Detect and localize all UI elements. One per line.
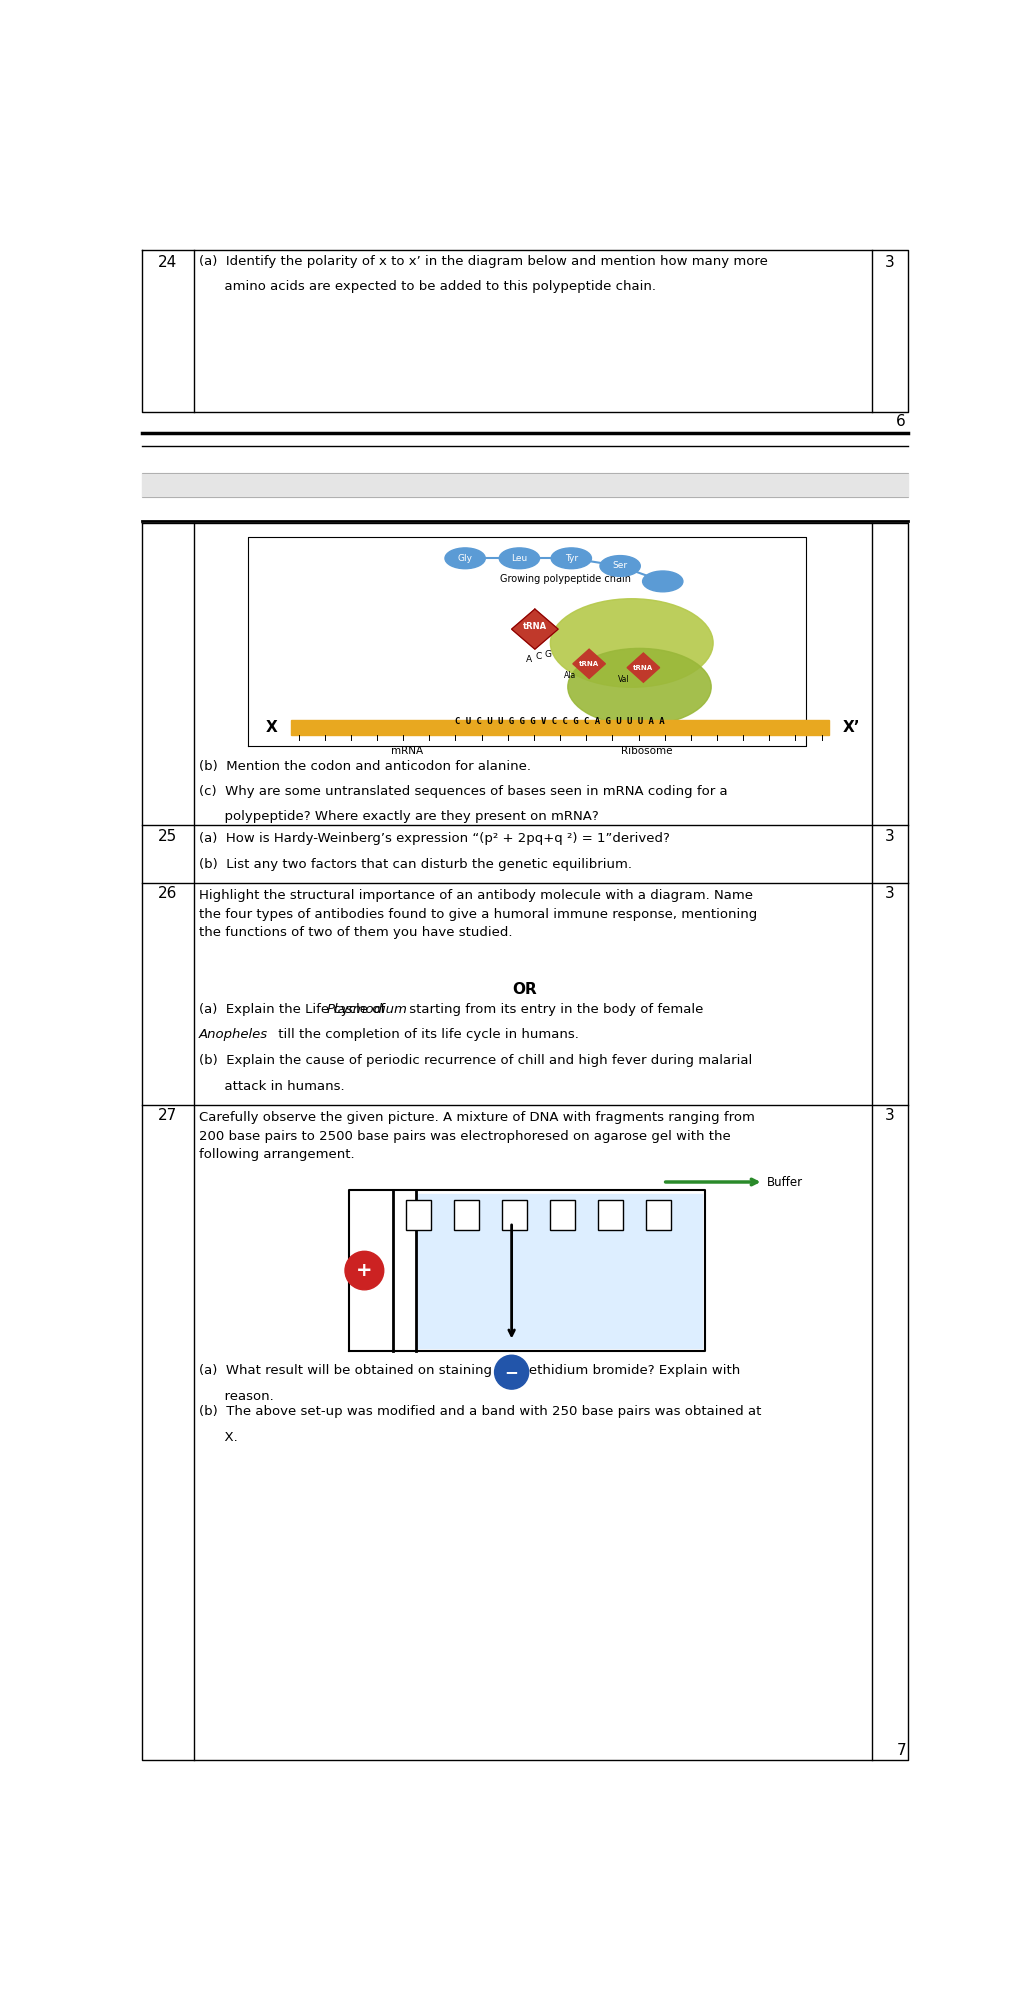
Bar — [349, 1190, 706, 1351]
Ellipse shape — [500, 549, 540, 569]
Text: +: + — [356, 1261, 373, 1279]
Ellipse shape — [600, 555, 640, 577]
Text: tRNA: tRNA — [523, 621, 547, 631]
Polygon shape — [512, 609, 558, 649]
Text: Ser: Ser — [612, 561, 628, 571]
Text: (b)  Mention the codon and anticodon for alanine.: (b) Mention the codon and anticodon for … — [199, 760, 530, 772]
Text: (b)  The above set-up was modified and a band with 250 base pairs was obtained a: (b) The above set-up was modified and a … — [199, 1405, 761, 1419]
Text: Plasmodium: Plasmodium — [327, 1002, 408, 1016]
Bar — [503, 1200, 527, 1230]
Text: attack in humans.: attack in humans. — [199, 1080, 344, 1092]
Text: 3: 3 — [885, 828, 895, 844]
Text: X’: X’ — [843, 721, 860, 735]
Text: Ala: Ala — [563, 671, 575, 681]
Ellipse shape — [445, 549, 485, 569]
Text: 24: 24 — [159, 255, 177, 269]
Text: 3: 3 — [885, 886, 895, 902]
Text: −: − — [505, 1363, 518, 1381]
Text: tRNA: tRNA — [633, 665, 653, 671]
Text: Leu: Leu — [511, 553, 527, 563]
Text: amino acids are expected to be added to this polypeptide chain.: amino acids are expected to be added to … — [199, 279, 655, 293]
Text: X.: X. — [199, 1431, 238, 1443]
Text: Growing polypeptide chain: Growing polypeptide chain — [500, 573, 631, 583]
Text: C U C U U G G G V C C G C A G U U U A A: C U C U U G G G V C C G C A G U U U A A — [456, 717, 665, 727]
Polygon shape — [627, 653, 659, 683]
Text: OR: OR — [512, 982, 538, 996]
Ellipse shape — [551, 549, 592, 569]
Ellipse shape — [550, 599, 713, 687]
Text: till the completion of its life cycle in humans.: till the completion of its life cycle in… — [274, 1028, 580, 1042]
Polygon shape — [572, 649, 605, 679]
Circle shape — [495, 1355, 528, 1389]
Bar — [417, 1194, 701, 1347]
Ellipse shape — [568, 649, 712, 725]
Text: 7: 7 — [896, 1743, 906, 1758]
Circle shape — [345, 1251, 384, 1289]
Text: starting from its entry in the body of female: starting from its entry in the body of f… — [406, 1002, 703, 1016]
Text: 3: 3 — [885, 255, 895, 269]
Text: Val: Val — [618, 675, 630, 685]
Bar — [646, 1200, 672, 1230]
Text: (c)  Why are some untranslated sequences of bases seen in mRNA coding for a: (c) Why are some untranslated sequences … — [199, 784, 727, 798]
Bar — [455, 1200, 479, 1230]
Text: A: A — [526, 655, 532, 663]
Text: C: C — [536, 653, 542, 661]
Text: 6: 6 — [896, 413, 906, 429]
Text: (a)  How is Hardy-Weinberg’s expression “(p² + 2pq+q ²) = 1”derived?: (a) How is Hardy-Weinberg’s expression “… — [199, 832, 670, 844]
Text: 25: 25 — [159, 828, 177, 844]
Text: Tyr: Tyr — [565, 553, 578, 563]
Text: polypeptide? Where exactly are they present on mRNA?: polypeptide? Where exactly are they pres… — [199, 810, 598, 822]
Bar — [291, 721, 829, 735]
Text: Highlight the structural importance of an antibody molecule with a diagram. Name: Highlight the structural importance of a… — [199, 890, 757, 940]
Text: 3: 3 — [885, 1108, 895, 1124]
Text: tRNA: tRNA — [579, 661, 599, 667]
Bar — [598, 1200, 624, 1230]
Text: G: G — [545, 651, 552, 659]
Text: 26: 26 — [159, 886, 177, 902]
Text: X: X — [265, 721, 278, 735]
Text: 27: 27 — [159, 1108, 177, 1124]
Text: (b)  List any two factors that can disturb the genetic equilibrium.: (b) List any two factors that can distur… — [199, 858, 632, 870]
Bar — [142, 473, 907, 497]
Text: Gly: Gly — [458, 553, 473, 563]
Text: (b)  Explain the cause of periodic recurrence of chill and high fever during mal: (b) Explain the cause of periodic recurr… — [199, 1054, 752, 1068]
Text: reason.: reason. — [199, 1389, 273, 1403]
Text: (a)  What result will be obtained on staining with ethidium bromide? Explain wit: (a) What result will be obtained on stai… — [199, 1365, 739, 1377]
Text: Anopheles: Anopheles — [199, 1028, 267, 1042]
Ellipse shape — [643, 571, 683, 591]
Text: Ribosome: Ribosome — [622, 747, 673, 756]
Text: Buffer: Buffer — [767, 1176, 804, 1188]
Text: Carefully observe the given picture. A mixture of DNA with fragments ranging fro: Carefully observe the given picture. A m… — [199, 1112, 755, 1162]
Bar — [407, 1200, 431, 1230]
Bar — [550, 1200, 575, 1230]
Text: mRNA: mRNA — [391, 747, 423, 756]
Text: (a)  Explain the Life cycle of: (a) Explain the Life cycle of — [199, 1002, 389, 1016]
Text: (a)  Identify the polarity of x to x’ in the diagram below and mention how many : (a) Identify the polarity of x to x’ in … — [199, 255, 767, 267]
